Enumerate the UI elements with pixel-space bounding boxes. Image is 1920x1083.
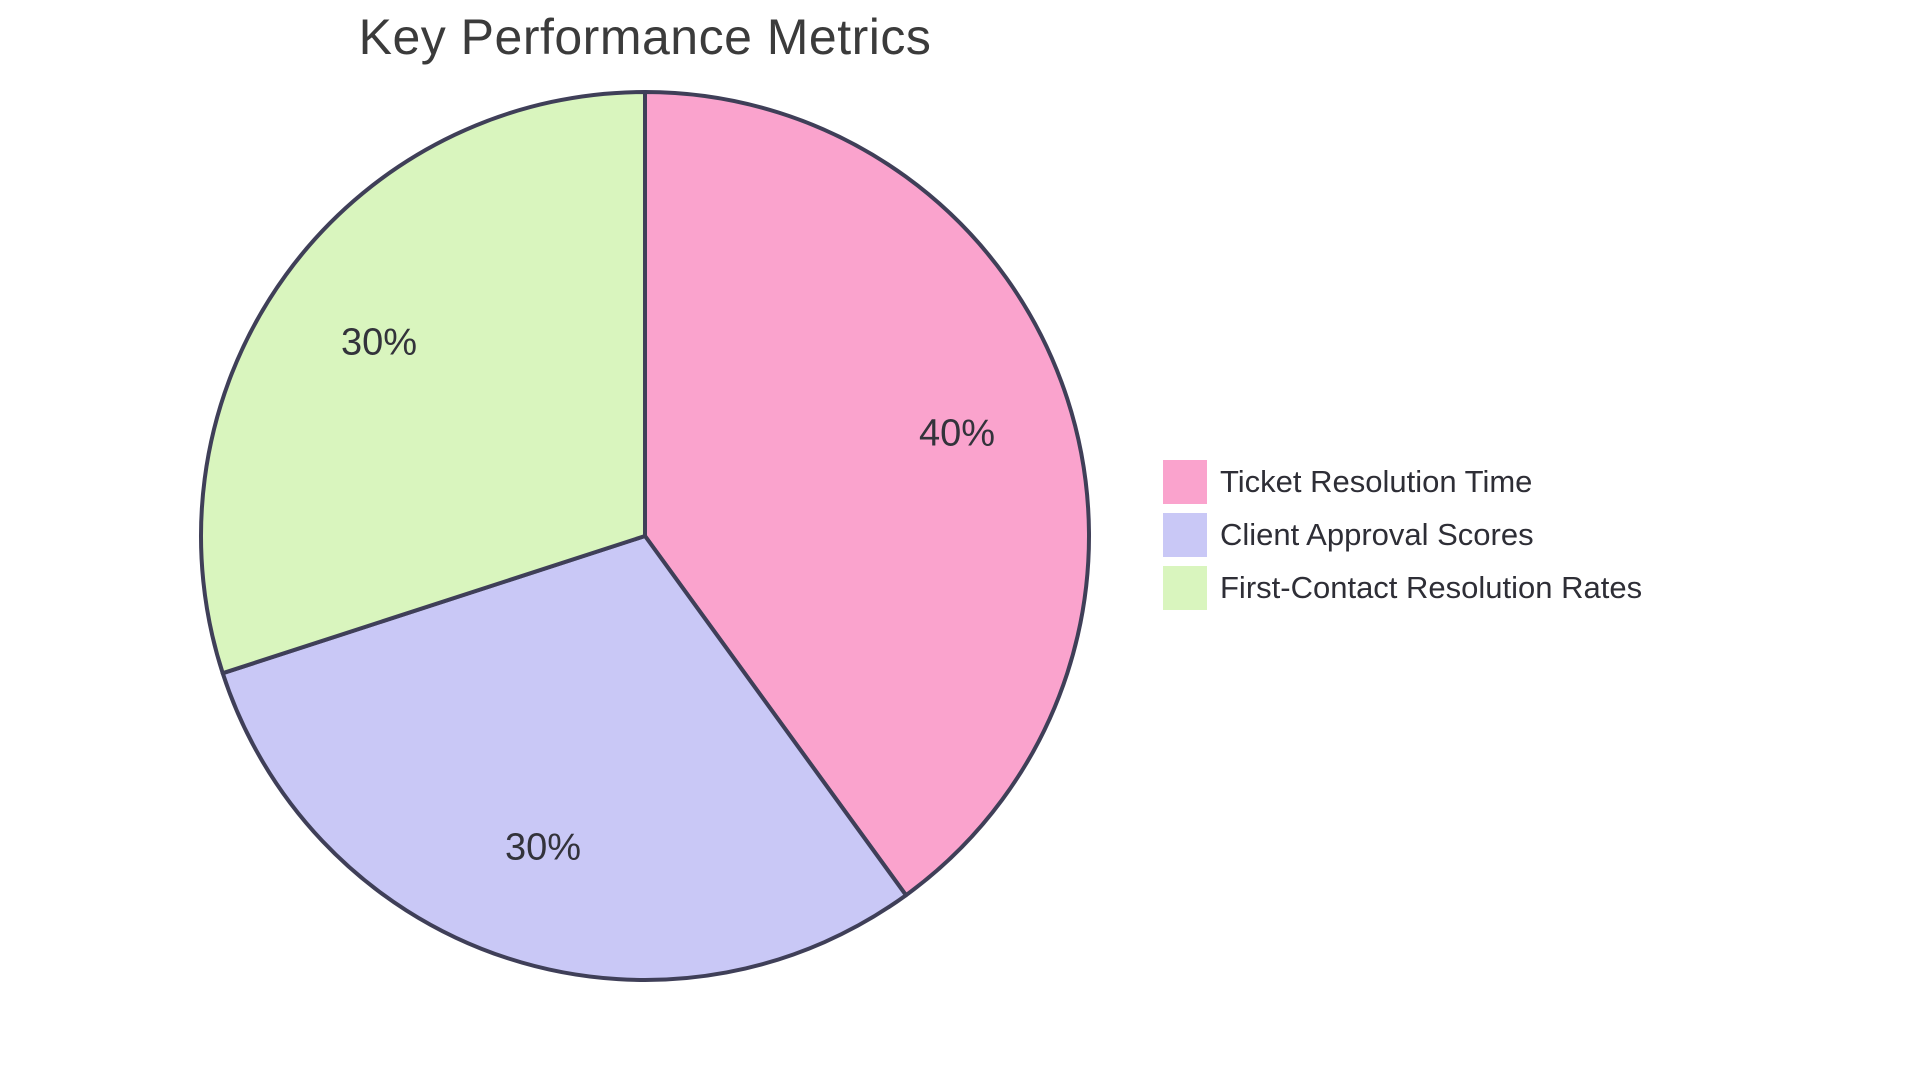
legend-swatch <box>1163 460 1207 504</box>
pie-slice-1 <box>643 90 1091 898</box>
legend-swatch <box>1163 513 1207 557</box>
legend-item: Client Approval Scores <box>1163 513 1642 557</box>
legend: Ticket Resolution Time Client Approval S… <box>1163 460 1642 619</box>
slice-label: 30% <box>340 321 418 364</box>
slice-label: 30% <box>504 826 582 869</box>
legend-label: Ticket Resolution Time <box>1220 464 1533 499</box>
pie-slice-3 <box>199 90 647 676</box>
legend-item: Ticket Resolution Time <box>1163 460 1642 504</box>
legend-label: First-Contact Resolution Rates <box>1220 570 1643 605</box>
pie-slice-2 <box>220 534 908 982</box>
legend-label: Client Approval Scores <box>1220 517 1534 552</box>
legend-item: First-Contact Resolution Rates <box>1163 566 1642 610</box>
legend-swatch <box>1163 566 1207 610</box>
chart-title: Key Performance Metrics <box>358 9 932 65</box>
slice-label: 40% <box>918 412 996 455</box>
